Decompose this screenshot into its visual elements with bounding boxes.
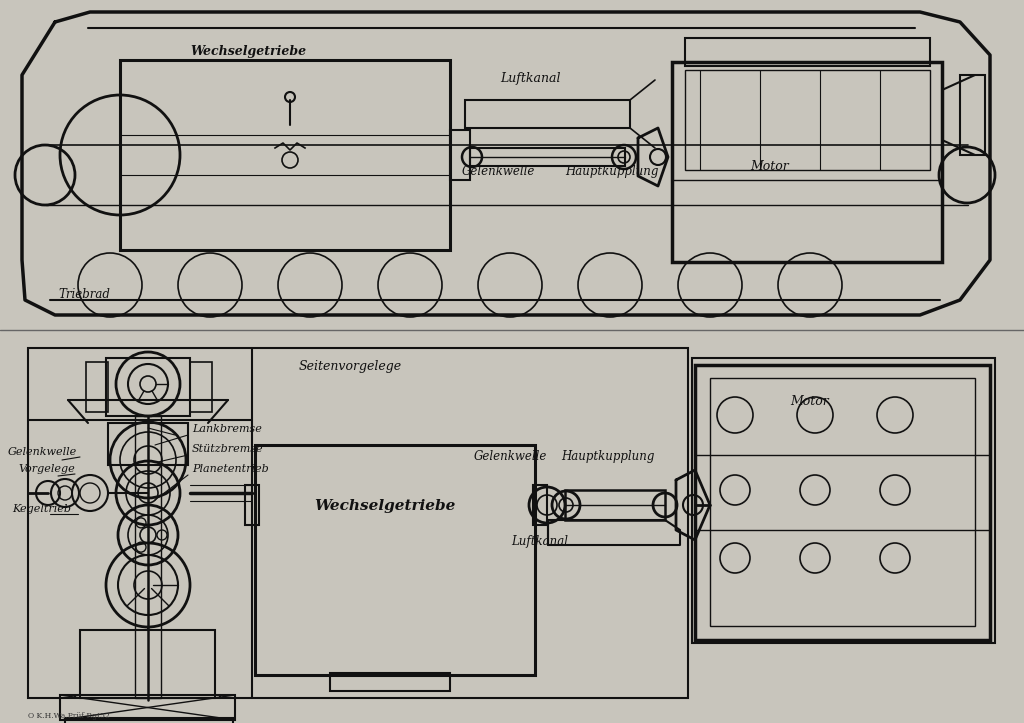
Text: Seitenvorgelege: Seitenvorgelege	[298, 360, 401, 373]
Bar	[961, 75, 985, 155]
Text: Wechselgetriebe: Wechselgetriebe	[189, 46, 306, 59]
Text: Gelenkwelle: Gelenkwelle	[473, 450, 547, 463]
Bar	[685, 70, 930, 170]
Text: Gelenkwelle: Gelenkwelle	[462, 165, 535, 178]
Text: Lankbremse: Lankbremse	[193, 424, 262, 434]
Bar	[534, 485, 547, 525]
Bar	[135, 416, 161, 698]
Text: Triebrad: Triebrad	[58, 288, 110, 301]
Bar	[330, 673, 450, 691]
Text: Hauptkupplung: Hauptkupplung	[565, 165, 658, 178]
Bar	[450, 130, 470, 180]
Bar	[710, 378, 975, 626]
Bar	[28, 348, 688, 698]
Text: Motor: Motor	[791, 395, 829, 408]
Text: O K.H.Wa.Prüf Rgt52: O K.H.Wa.Prüf Rgt52	[28, 712, 110, 720]
Bar	[465, 100, 630, 128]
Text: Vorgelege: Vorgelege	[18, 464, 75, 474]
Bar	[565, 490, 665, 520]
Text: Hauptkupplung: Hauptkupplung	[561, 450, 654, 463]
Text: Wechselgetriebe: Wechselgetriebe	[314, 499, 456, 513]
Bar	[255, 445, 535, 675]
Text: Kegeltrieb: Kegeltrieb	[12, 504, 71, 514]
Bar	[190, 362, 212, 412]
Text: Luftkanal: Luftkanal	[512, 535, 568, 548]
Bar	[120, 60, 450, 250]
Bar	[86, 362, 108, 412]
Bar	[245, 485, 259, 525]
Bar	[692, 358, 995, 643]
Text: Gelenkwelle: Gelenkwelle	[8, 447, 77, 457]
Bar	[695, 365, 990, 640]
Bar	[685, 38, 930, 66]
Text: Planetentrieb: Planetentrieb	[193, 464, 268, 474]
Text: Luftkanal: Luftkanal	[500, 72, 560, 85]
Bar	[80, 630, 215, 698]
Text: Stützbremse: Stützbremse	[193, 444, 263, 454]
Bar	[65, 718, 233, 723]
Bar	[470, 148, 625, 166]
Text: Motor: Motor	[751, 160, 790, 173]
Bar	[108, 423, 188, 465]
Bar	[60, 695, 234, 720]
Bar	[672, 62, 942, 262]
Bar	[106, 358, 190, 416]
